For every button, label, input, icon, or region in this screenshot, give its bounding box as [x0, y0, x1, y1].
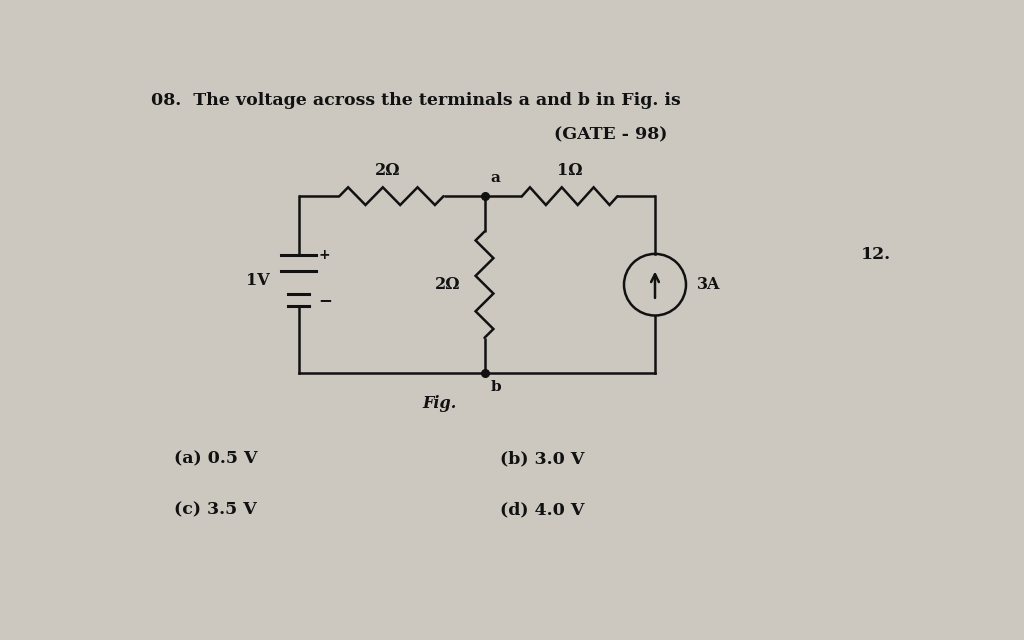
Text: +: +	[318, 248, 331, 262]
Text: (c) 3.5 V: (c) 3.5 V	[174, 502, 257, 519]
Text: b: b	[490, 380, 502, 394]
Text: 08.  The voltage across the terminals a and b in Fig. is: 08. The voltage across the terminals a a…	[152, 92, 681, 109]
Text: 12.: 12.	[861, 246, 891, 263]
Text: 2Ω: 2Ω	[434, 276, 460, 293]
Text: −: −	[318, 291, 333, 309]
Text: 1V: 1V	[247, 273, 270, 289]
Text: (a) 0.5 V: (a) 0.5 V	[174, 451, 258, 467]
Text: 1Ω: 1Ω	[557, 162, 583, 179]
Text: 3A: 3A	[697, 276, 720, 293]
Text: (d) 4.0 V: (d) 4.0 V	[500, 502, 585, 519]
Text: a: a	[490, 172, 501, 186]
Text: (b) 3.0 V: (b) 3.0 V	[500, 451, 585, 467]
Text: Fig.: Fig.	[423, 395, 457, 412]
Text: 2Ω: 2Ω	[375, 162, 400, 179]
Text: (GATE - 98): (GATE - 98)	[554, 127, 668, 144]
